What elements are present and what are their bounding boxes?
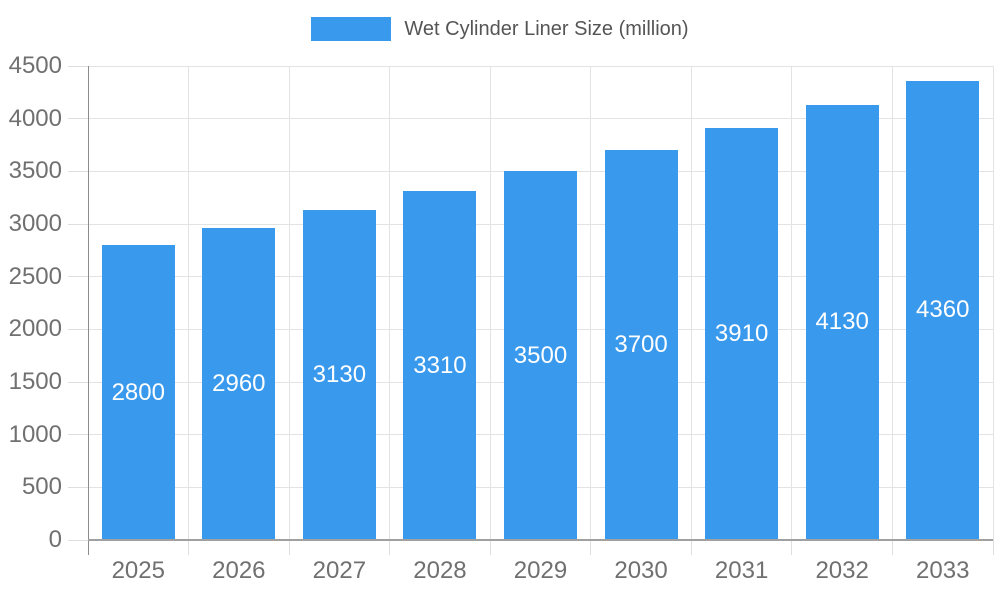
y-axis-tick — [68, 486, 88, 488]
x-gridline — [489, 66, 491, 540]
y-axis-tick — [68, 118, 88, 120]
x-axis-tick — [389, 540, 391, 555]
y-axis-tick — [68, 65, 88, 67]
x-axis-tick-label: 2033 — [916, 557, 970, 584]
bar-value-label: 4130 — [815, 308, 869, 336]
y-gridline — [88, 65, 993, 67]
y-axis-tick-label: 2500 — [8, 262, 62, 290]
x-axis-tick-label: 2031 — [714, 557, 769, 584]
bar-value-label: 3130 — [312, 361, 367, 389]
bar-2028[interactable] — [403, 191, 477, 540]
x-axis-tick-label: 2026 — [212, 557, 266, 584]
bar-value-label: 2800 — [111, 378, 165, 406]
y-axis-tick-label: 3000 — [8, 210, 62, 237]
y-axis-tick — [68, 381, 88, 383]
x-axis-tick-label: 2028 — [413, 557, 467, 584]
x-axis-tick-label: 2032 — [815, 557, 869, 584]
y-axis-tick-label: 0 — [48, 526, 62, 553]
legend-label: Wet Cylinder Liner Size (million) — [404, 18, 689, 40]
x-gridline — [590, 66, 592, 540]
y-axis-tick — [68, 170, 88, 172]
x-axis-tick-label: 2025 — [111, 557, 165, 584]
y-axis-tick-label: 3500 — [8, 157, 62, 185]
y-axis-tick-label: 1500 — [8, 368, 62, 395]
y-axis-tick-label: 500 — [21, 473, 62, 501]
bar-value-label: 3910 — [714, 320, 769, 348]
x-axis-baseline — [88, 539, 993, 541]
y-axis-line — [87, 66, 89, 555]
x-gridline — [188, 66, 190, 540]
x-axis-tick — [590, 540, 592, 555]
x-axis-tick-label: 2029 — [513, 557, 568, 584]
x-axis-tick — [188, 540, 190, 555]
bar-2025[interactable] — [101, 245, 175, 540]
bar-value-label: 4360 — [916, 296, 970, 324]
y-axis-tick — [68, 328, 88, 330]
x-axis-tick — [891, 540, 893, 555]
y-axis-tick-label: 1000 — [8, 420, 62, 448]
x-gridline — [992, 66, 994, 540]
legend-swatch-icon — [311, 17, 392, 41]
y-axis-tick-label: 4000 — [8, 104, 62, 132]
bar-2027[interactable] — [302, 210, 376, 540]
x-axis-tick — [489, 540, 491, 555]
y-axis-tick — [68, 223, 88, 225]
x-axis-tick-label: 2027 — [312, 557, 367, 584]
bar-value-label: 3500 — [513, 341, 568, 369]
x-gridline — [891, 66, 893, 540]
y-axis-tick — [68, 539, 88, 541]
x-gridline — [288, 66, 290, 540]
y-axis-tick — [68, 434, 88, 436]
y-axis-tick-label: 2000 — [8, 315, 62, 343]
x-axis-tick — [791, 540, 793, 555]
x-axis-tick-label: 2030 — [614, 557, 668, 584]
bar-value-label: 3700 — [614, 331, 668, 359]
bar-2033[interactable] — [906, 80, 980, 540]
y-gridline — [88, 118, 993, 120]
bar-2030[interactable] — [604, 150, 678, 540]
legend[interactable]: Wet Cylinder Liner Size (million) — [0, 17, 1000, 41]
bar-2029[interactable] — [504, 171, 577, 540]
y-axis-tick — [68, 276, 88, 278]
x-axis-tick — [690, 540, 692, 555]
x-axis-tick — [288, 540, 290, 555]
bar-2026[interactable] — [202, 228, 276, 540]
bar-value-label: 3310 — [413, 351, 467, 379]
x-gridline — [690, 66, 692, 540]
bar-value-label: 2960 — [212, 370, 266, 398]
bar-2031[interactable] — [705, 128, 779, 540]
y-axis-tick-label: 4500 — [8, 52, 62, 79]
x-gridline — [389, 66, 391, 540]
x-axis-tick — [992, 540, 994, 555]
x-gridline — [791, 66, 793, 540]
bar-2032[interactable] — [805, 104, 879, 540]
